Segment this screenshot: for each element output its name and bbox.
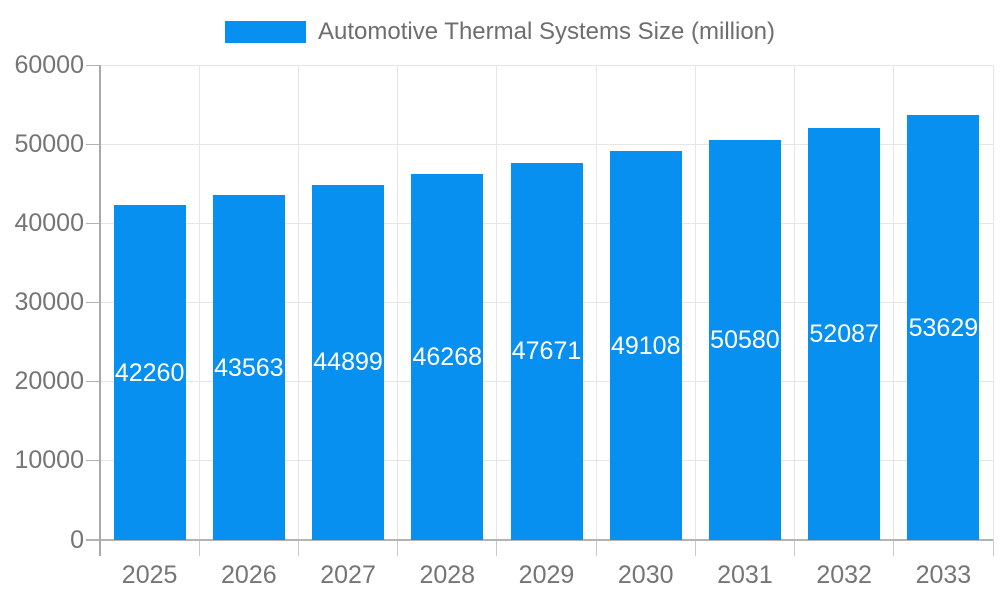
x-gridline [198, 65, 200, 540]
x-axis-tick [794, 540, 796, 556]
x-axis-tick [893, 540, 895, 556]
x-gridline [297, 65, 299, 540]
y-axis-tick [86, 302, 100, 303]
x-axis-label: 2033 [915, 561, 972, 589]
y-axis-label: 20000 [14, 367, 84, 396]
bar[interactable] [312, 184, 385, 540]
x-axis-tick [595, 540, 597, 556]
legend-label[interactable]: Automotive Thermal Systems Size (million… [317, 18, 776, 45]
bar[interactable] [113, 205, 186, 540]
y-axis-label: 0 [70, 525, 84, 554]
x-axis-label: 2025 [121, 561, 178, 589]
y-axis-label: 50000 [14, 129, 84, 158]
y-axis-tick [86, 222, 100, 224]
x-gridline [496, 65, 498, 540]
x-gridline [794, 65, 796, 540]
x-axis-label: 2029 [518, 561, 575, 589]
x-axis-tick [397, 540, 399, 556]
y-gridline [100, 143, 993, 145]
x-axis-tick [694, 540, 696, 556]
legend: Automotive Thermal Systems Size (million… [0, 18, 1000, 46]
x-axis-tick [496, 540, 498, 556]
bar[interactable] [808, 127, 881, 540]
bar[interactable] [212, 195, 285, 540]
x-axis-line [86, 539, 993, 541]
y-axis-label: 30000 [14, 288, 84, 316]
bar[interactable] [609, 151, 682, 540]
bar[interactable] [708, 139, 781, 540]
bar[interactable] [907, 115, 980, 540]
y-axis-tick [86, 143, 100, 145]
y-gridline [100, 64, 993, 66]
y-axis-label: 60000 [14, 50, 84, 79]
x-axis-label: 2031 [717, 561, 773, 589]
y-axis-tick [86, 381, 100, 383]
y-axis-tick [86, 64, 100, 66]
x-gridline [397, 65, 399, 540]
x-gridline [694, 65, 696, 540]
x-gridline [992, 65, 994, 540]
x-axis-label: 2032 [816, 561, 872, 589]
y-axis-label: 40000 [14, 208, 84, 237]
x-gridline [595, 65, 597, 540]
x-axis-label: 2030 [617, 561, 674, 589]
x-axis-label: 2027 [320, 561, 376, 589]
y-axis-label: 10000 [14, 446, 84, 475]
x-axis-label: 2028 [419, 561, 476, 589]
legend-swatch[interactable] [224, 21, 306, 43]
y-axis-line [99, 65, 101, 556]
bar[interactable] [411, 173, 484, 540]
y-axis-tick [86, 460, 100, 462]
x-axis-tick [198, 540, 200, 556]
x-axis-tick [992, 540, 994, 556]
bar[interactable] [510, 162, 583, 540]
x-axis-label: 2026 [221, 561, 277, 589]
x-axis-tick [297, 540, 299, 556]
x-gridline [893, 65, 895, 540]
